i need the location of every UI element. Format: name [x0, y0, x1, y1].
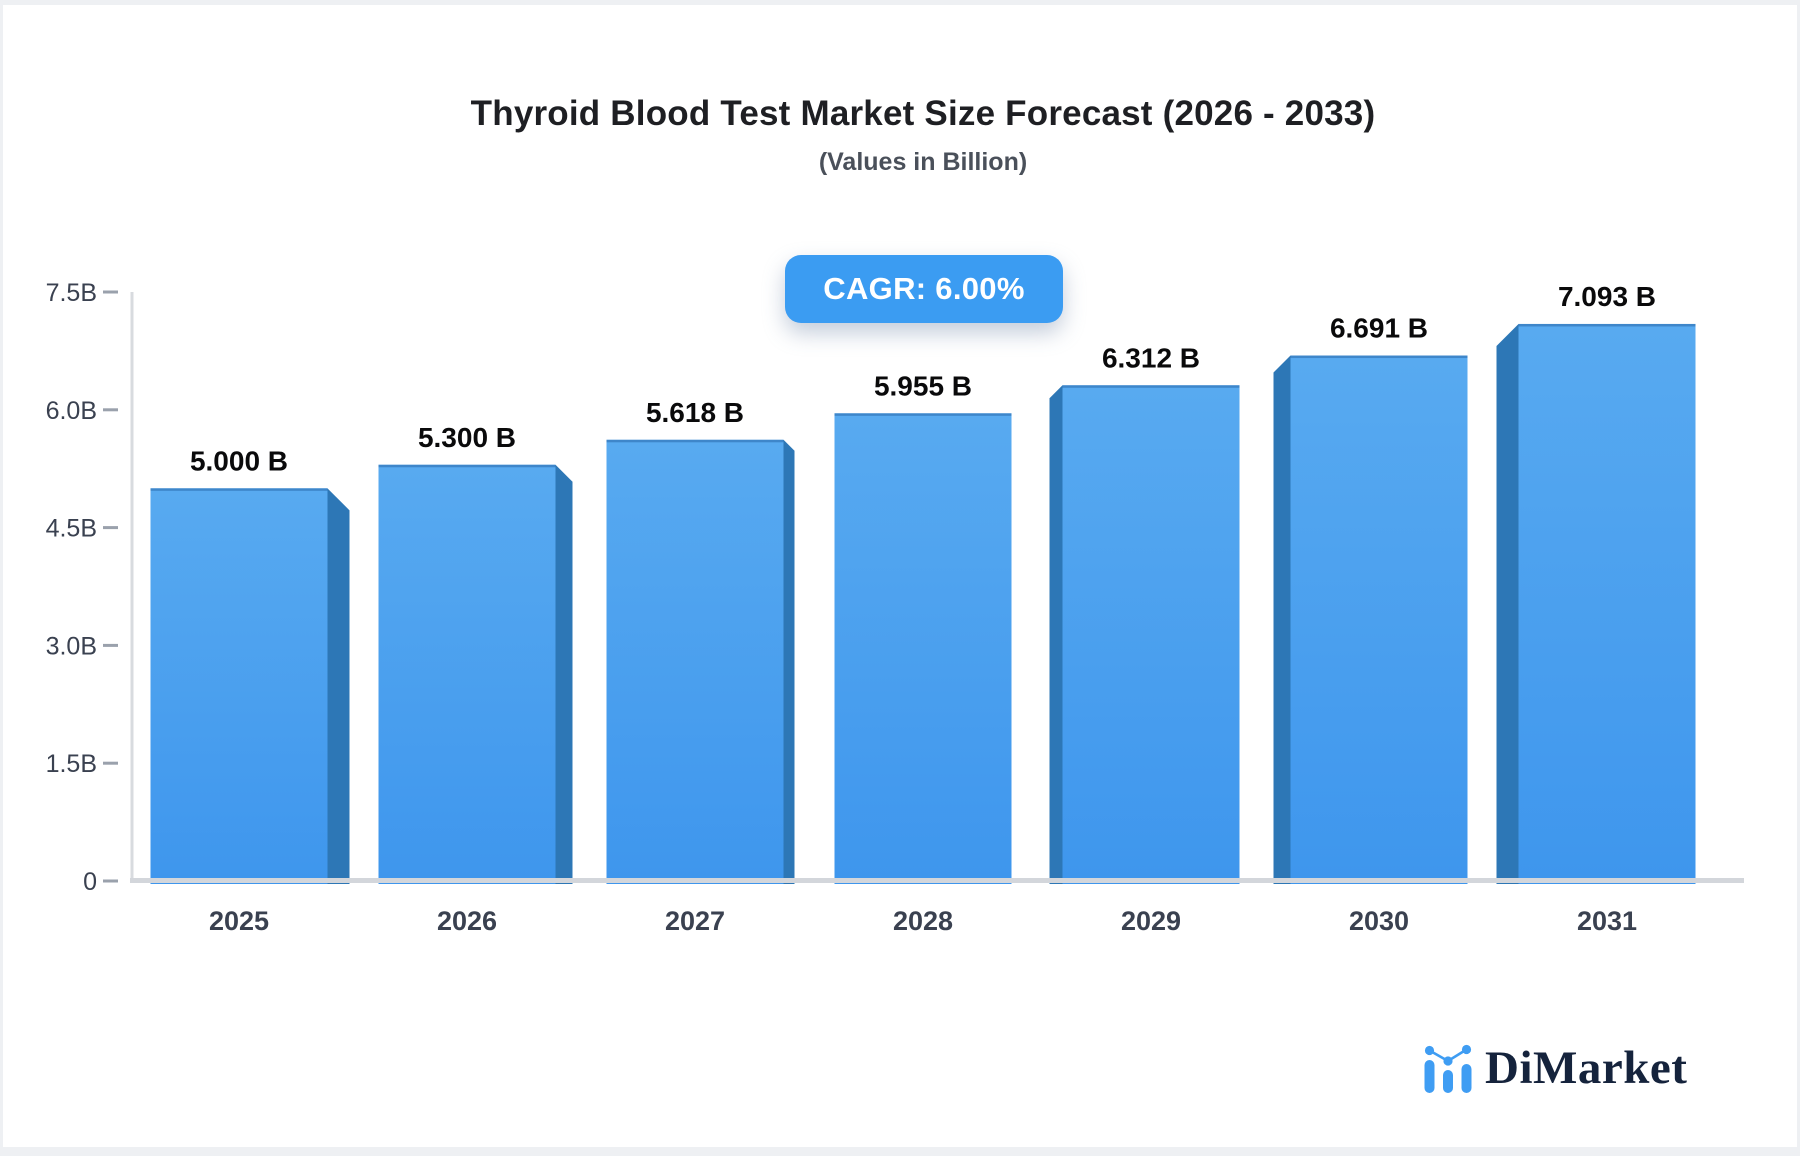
bar-top-edge	[1062, 385, 1240, 388]
x-axis-label: 2028	[893, 906, 953, 936]
bar-group-2027: 5.618 B 2027	[606, 397, 795, 936]
bar-side-3d	[783, 439, 795, 884]
y-axis-tick	[103, 408, 118, 412]
y-axis-tick	[103, 879, 118, 883]
bar-top-edge	[834, 413, 1012, 416]
bar-side-3d	[1049, 385, 1063, 884]
y-axis-tick-label: 0	[83, 868, 97, 896]
x-axis-label: 2027	[665, 906, 725, 936]
bar-value-label: 5.955 B	[874, 370, 972, 401]
x-axis-label: 2030	[1349, 906, 1409, 936]
x-axis-label: 2029	[1121, 906, 1181, 936]
y-axis-tick	[103, 290, 118, 294]
bar-group-2030: 6.691 B 2030	[1273, 313, 1468, 936]
cagr-badge-label: CAGR: 6.00%	[823, 271, 1025, 306]
bar-group-2026: 5.300 B 2026	[378, 422, 573, 936]
bar-side-3d	[555, 464, 573, 884]
y-axis-tick	[103, 761, 118, 765]
bar-face	[150, 488, 328, 884]
bar-group-2031: 7.093 B 2031	[1496, 281, 1696, 936]
y-axis-tick-label: 3.0B	[46, 632, 97, 660]
bar-top-edge	[1290, 355, 1468, 359]
bar-group-2029: 6.312 B 2029	[1049, 342, 1240, 936]
x-axis-label: 2026	[437, 906, 497, 936]
x-axis-label: 2031	[1577, 906, 1637, 936]
y-axis-tick	[103, 526, 118, 530]
y-axis-tick-label: 4.5B	[46, 515, 97, 543]
bar-value-label: 6.691 B	[1330, 313, 1428, 344]
dimarket-logo-text: DiMarket	[1485, 1041, 1688, 1094]
bar-value-label: 5.618 B	[646, 397, 744, 428]
bar-value-label: 7.093 B	[1558, 281, 1656, 312]
bar-face	[606, 439, 784, 884]
bar-face	[378, 464, 556, 884]
x-axis-label: 2025	[209, 906, 269, 936]
y-axis-tick-label: 6.0B	[46, 397, 97, 425]
mini-bar-line-chart-icon	[1424, 1044, 1472, 1093]
bar-face	[1290, 355, 1468, 885]
bar-face	[834, 413, 1012, 884]
chart-subtitle: (Values in Billion)	[818, 148, 1028, 176]
bar-top-edge	[150, 488, 328, 491]
bar-value-label: 5.300 B	[418, 422, 516, 453]
bar-top-edge	[1518, 323, 1696, 327]
bar-side-3d	[1496, 323, 1519, 884]
cagr-badge: CAGR: 6.00%	[785, 255, 1063, 323]
y-axis-tick-label: 1.5B	[46, 750, 97, 778]
bar-top-edge	[378, 464, 556, 468]
y-axis-line	[130, 292, 134, 883]
dimarket-logo: DiMarket	[1424, 1042, 1687, 1094]
bar-face	[1062, 385, 1240, 884]
y-axis-tick	[103, 643, 118, 647]
bar-group-2028: 5.955 B 2028	[834, 370, 1012, 936]
y-axis-tick-label: 7.5B	[46, 279, 97, 307]
bar-value-label: 5.000 B	[190, 445, 288, 476]
bar-side-3d	[327, 488, 350, 884]
x-axis-line	[130, 878, 1744, 883]
bar-side-3d	[1273, 355, 1291, 885]
chart-title: Thyroid Blood Test Market Size Forecast …	[470, 94, 1376, 133]
bar-face	[1518, 323, 1696, 884]
bar-value-label: 6.312 B	[1102, 342, 1200, 373]
bar-group-2025: 5.000 B 2025	[150, 445, 350, 936]
bar-top-edge	[606, 439, 784, 443]
